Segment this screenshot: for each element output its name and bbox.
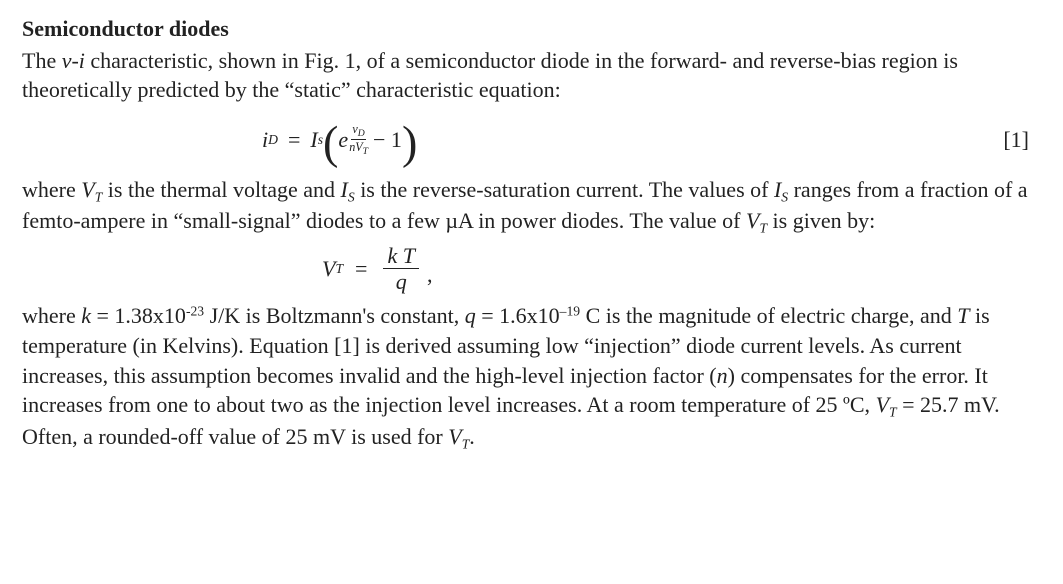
text: where	[22, 177, 81, 202]
text: is the thermal voltage and	[102, 177, 340, 202]
VT2-V: V	[448, 424, 461, 449]
text: .	[469, 424, 475, 449]
n: n	[717, 363, 728, 388]
VT-V: V	[876, 392, 889, 417]
text: is the reverse-saturation current. The v…	[355, 177, 774, 202]
text: = 1.6x10	[476, 303, 560, 328]
comma: ,	[427, 260, 433, 290]
q: q	[465, 303, 476, 328]
VT-T: T	[335, 260, 343, 278]
text: characteristic, shown in Fig. 1, of a se…	[22, 48, 958, 103]
Is-S: S	[348, 189, 355, 204]
VT2-T: T	[759, 221, 767, 236]
VT-V: V	[81, 177, 94, 202]
exp-23: -23	[186, 304, 204, 319]
k: k	[81, 303, 91, 328]
left-paren: (	[323, 127, 338, 159]
equation-1: iD = Is ( e vD nVT − 1 ) [1]	[22, 123, 1041, 157]
VT-T: T	[889, 405, 897, 420]
text: The	[22, 48, 62, 73]
eq-sign: =	[288, 125, 300, 155]
vi-term: v-i	[62, 48, 85, 73]
text: = 1.38x10	[91, 303, 186, 328]
section-heading: Semiconductor diodes	[22, 14, 1041, 44]
exp-19: –19	[560, 304, 580, 319]
right-paren: )	[402, 127, 417, 159]
text: J/K is Boltzmann's constant,	[204, 303, 465, 328]
text: C is the magnitude of electric charge, a…	[580, 303, 957, 328]
iD-D: D	[268, 131, 278, 149]
T: T	[957, 303, 969, 328]
paragraph-1: The v-i characteristic, shown in Fig. 1,…	[22, 46, 1041, 105]
VT2-V: V	[746, 208, 759, 233]
VT-V: V	[322, 254, 335, 284]
text: where	[22, 303, 81, 328]
paragraph-2: where VT is the thermal voltage and IS i…	[22, 175, 1041, 239]
eq-sign: =	[355, 254, 367, 284]
text: is given by:	[767, 208, 875, 233]
Is-I: I	[310, 125, 317, 155]
Is-I: I	[341, 177, 348, 202]
equation-2: VT = k T q ,	[22, 244, 1041, 293]
e-base: e	[338, 125, 348, 155]
paragraph-3: where k = 1.38x10-23 J/K is Boltzmann's …	[22, 301, 1041, 454]
kT-over-q: k T q	[383, 244, 419, 293]
exp-fraction: vD nVT	[349, 123, 368, 157]
minus-one: − 1	[373, 125, 402, 155]
equation-number-1: [1]	[1003, 125, 1041, 155]
